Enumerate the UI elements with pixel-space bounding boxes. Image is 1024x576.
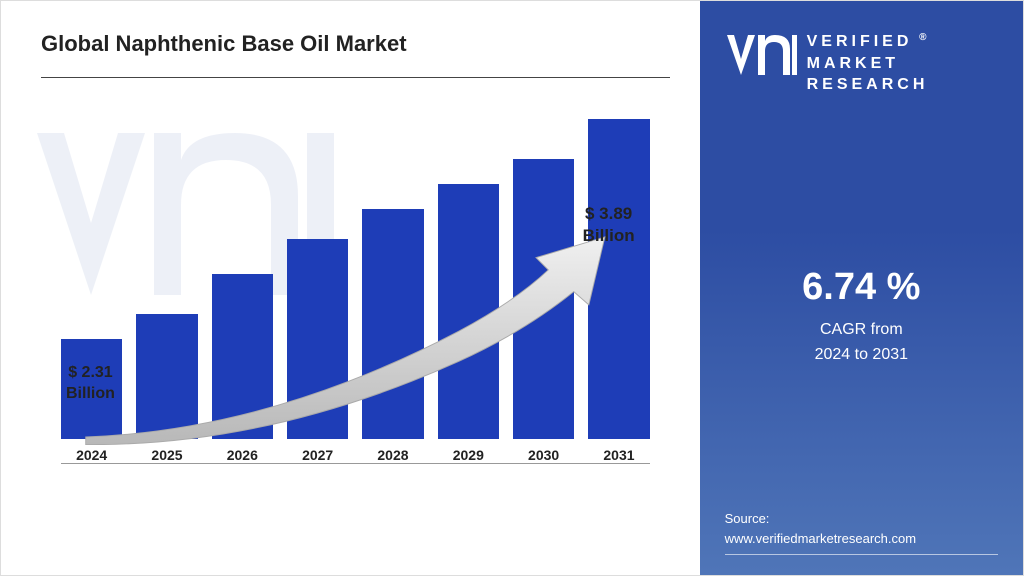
bar-chart: 2024 2025 2026 2027 2028 2029 2030 2031 (61, 128, 650, 463)
bar (513, 159, 574, 439)
bar-year-label: 2025 (151, 447, 182, 463)
cagr-value: 6.74 % (725, 266, 998, 309)
bar-col: 2029 (438, 184, 499, 463)
vm-logo-icon (725, 31, 797, 89)
caption-line-2: 2024 to 2031 (725, 342, 998, 368)
bar (438, 184, 499, 439)
last-value: $ 3.89 (583, 203, 635, 225)
registered-mark: ® (912, 32, 930, 43)
brand-line-1: VERIFIED ® (807, 31, 931, 53)
first-unit: Billion (66, 384, 115, 405)
first-bar-annotation: $ 2.31 Billion (66, 363, 115, 405)
bar-col: 2027 (287, 239, 348, 463)
bar-year-label: 2030 (528, 447, 559, 463)
brand-logo: VERIFIED ® MARKET RESEARCH (725, 31, 998, 96)
bar-col: 2031 (588, 119, 649, 463)
bar (136, 314, 197, 439)
bar (212, 274, 273, 439)
bar-year-label: 2031 (603, 447, 634, 463)
chart-panel: Global Naphthenic Base Oil Market $ 2.31… (1, 1, 700, 575)
last-bar-annotation: $ 3.89 Billion (583, 203, 635, 247)
brand-line-3: RESEARCH (807, 74, 931, 96)
source-block: Source: www.verifiedmarketresearch.com (725, 509, 998, 555)
stats-panel: VERIFIED ® MARKET RESEARCH 6.74 % CAGR f… (700, 1, 1023, 575)
bar-year-label: 2029 (453, 447, 484, 463)
source-url: www.verifiedmarketresearch.com (725, 529, 998, 549)
brand-text: VERIFIED ® MARKET RESEARCH (807, 31, 931, 96)
bar-year-label: 2026 (227, 447, 258, 463)
bar (588, 119, 649, 439)
caption-line-1: CAGR from (725, 317, 998, 343)
source-underline (725, 554, 998, 555)
first-value: $ 2.31 (66, 363, 115, 384)
chart-area: $ 2.31 Billion $ 3.89 Billion 2024202520… (41, 88, 670, 508)
bar (362, 209, 423, 439)
bar-col: 2028 (362, 209, 423, 463)
cagr-stat: 6.74 % CAGR from 2024 to 2031 (725, 266, 998, 368)
bar-year-label: 2024 (76, 447, 107, 463)
bar-year-label: 2028 (377, 447, 408, 463)
bar (287, 239, 348, 439)
cagr-caption: CAGR from 2024 to 2031 (725, 317, 998, 368)
bar-year-label: 2027 (302, 447, 333, 463)
brand-line-2: MARKET (807, 53, 931, 75)
bar-col: 2030 (513, 159, 574, 463)
title-underline (41, 77, 670, 78)
bar-col: 2026 (212, 274, 273, 463)
last-unit: Billion (583, 225, 635, 247)
chart-title: Global Naphthenic Base Oil Market (41, 31, 670, 57)
chart-baseline (61, 463, 650, 464)
source-label: Source: (725, 509, 998, 529)
bar-col: 2025 (136, 314, 197, 463)
